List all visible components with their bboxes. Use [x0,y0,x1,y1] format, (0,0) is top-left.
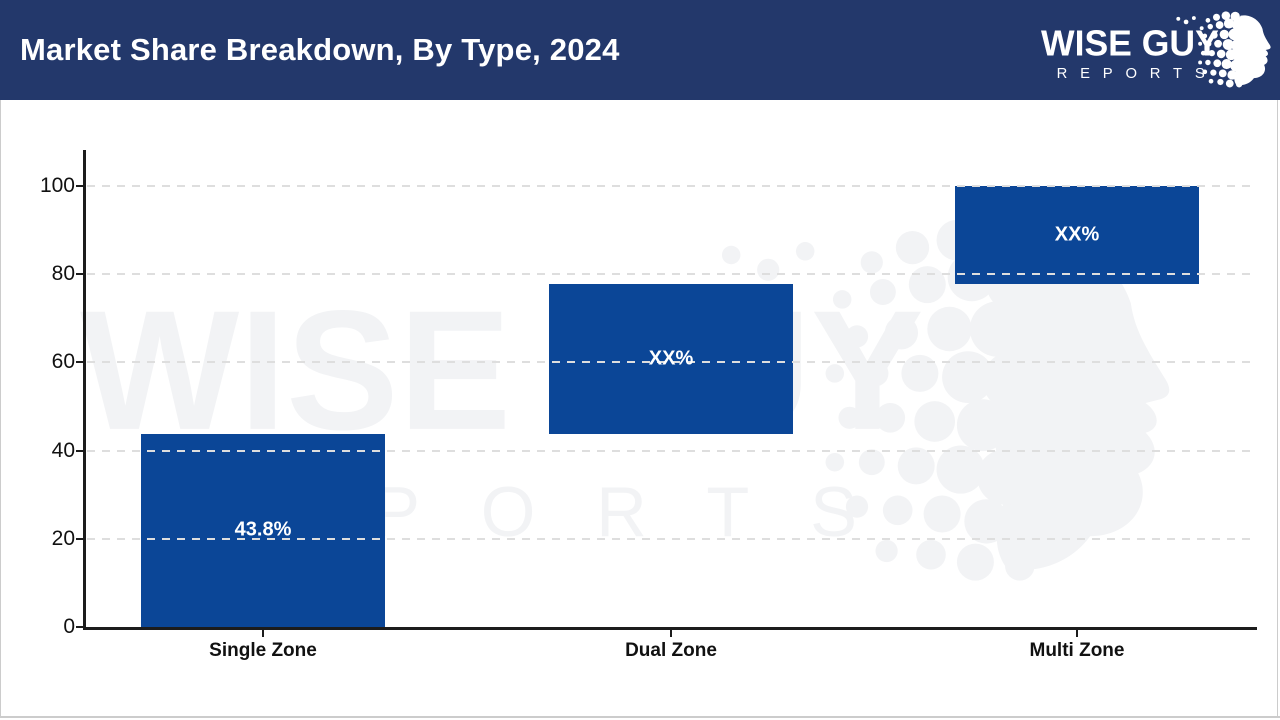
frame-bottom [0,716,1280,718]
bar-value-label: XX% [648,347,694,370]
y-tick-label: 40 [51,438,75,462]
y-tick-mark [76,273,85,276]
x-category-label: Dual Zone [625,640,717,661]
bar-multi-zone [955,186,1199,285]
y-tick-label: 0 [63,615,75,638]
page-title: Market Share Breakdown, By Type, 2024 [20,32,620,67]
bar-single-zone [141,433,385,627]
x-category-label: Multi Zone [1029,640,1125,661]
y-tick-mark [76,449,85,452]
logo-brand-text: WISE GUY [1041,23,1219,63]
x-tick-mark [262,629,264,637]
wiseguy-face-icon [1176,11,1271,88]
frame-left [0,100,1,717]
gridline-100 [87,185,1255,187]
gridline-80 [87,273,1255,276]
gridline-60 [87,361,1255,364]
y-tick-label: 100 [39,174,75,197]
wiseguy-logo: WISE GUY REPORTS [1041,11,1271,88]
y-tick-label: 80 [51,262,75,286]
y-tick-mark [76,361,85,364]
bar-value-label: 43.8% [234,518,292,541]
frame-right [1277,100,1278,717]
logo-sub-text: REPORTS [1057,66,1205,82]
x-category-label: Single Zone [209,640,317,661]
y-tick-label: 60 [51,350,75,374]
gridline-20 [87,537,1255,540]
bar-value-label: XX% [1054,223,1100,246]
y-tick-mark [76,185,85,187]
gridline-40 [87,449,1255,452]
header-bar: Market Share Breakdown, By Type, 2024 WI… [0,0,1280,100]
x-axis-line [83,627,1257,630]
y-tick-mark [76,537,85,540]
bar-dual-zone [549,284,793,434]
x-tick-mark [670,629,672,637]
y-tick-mark [76,626,85,628]
y-axis-line [83,150,86,629]
x-tick-mark [1076,629,1078,637]
y-tick-label: 20 [51,526,75,550]
